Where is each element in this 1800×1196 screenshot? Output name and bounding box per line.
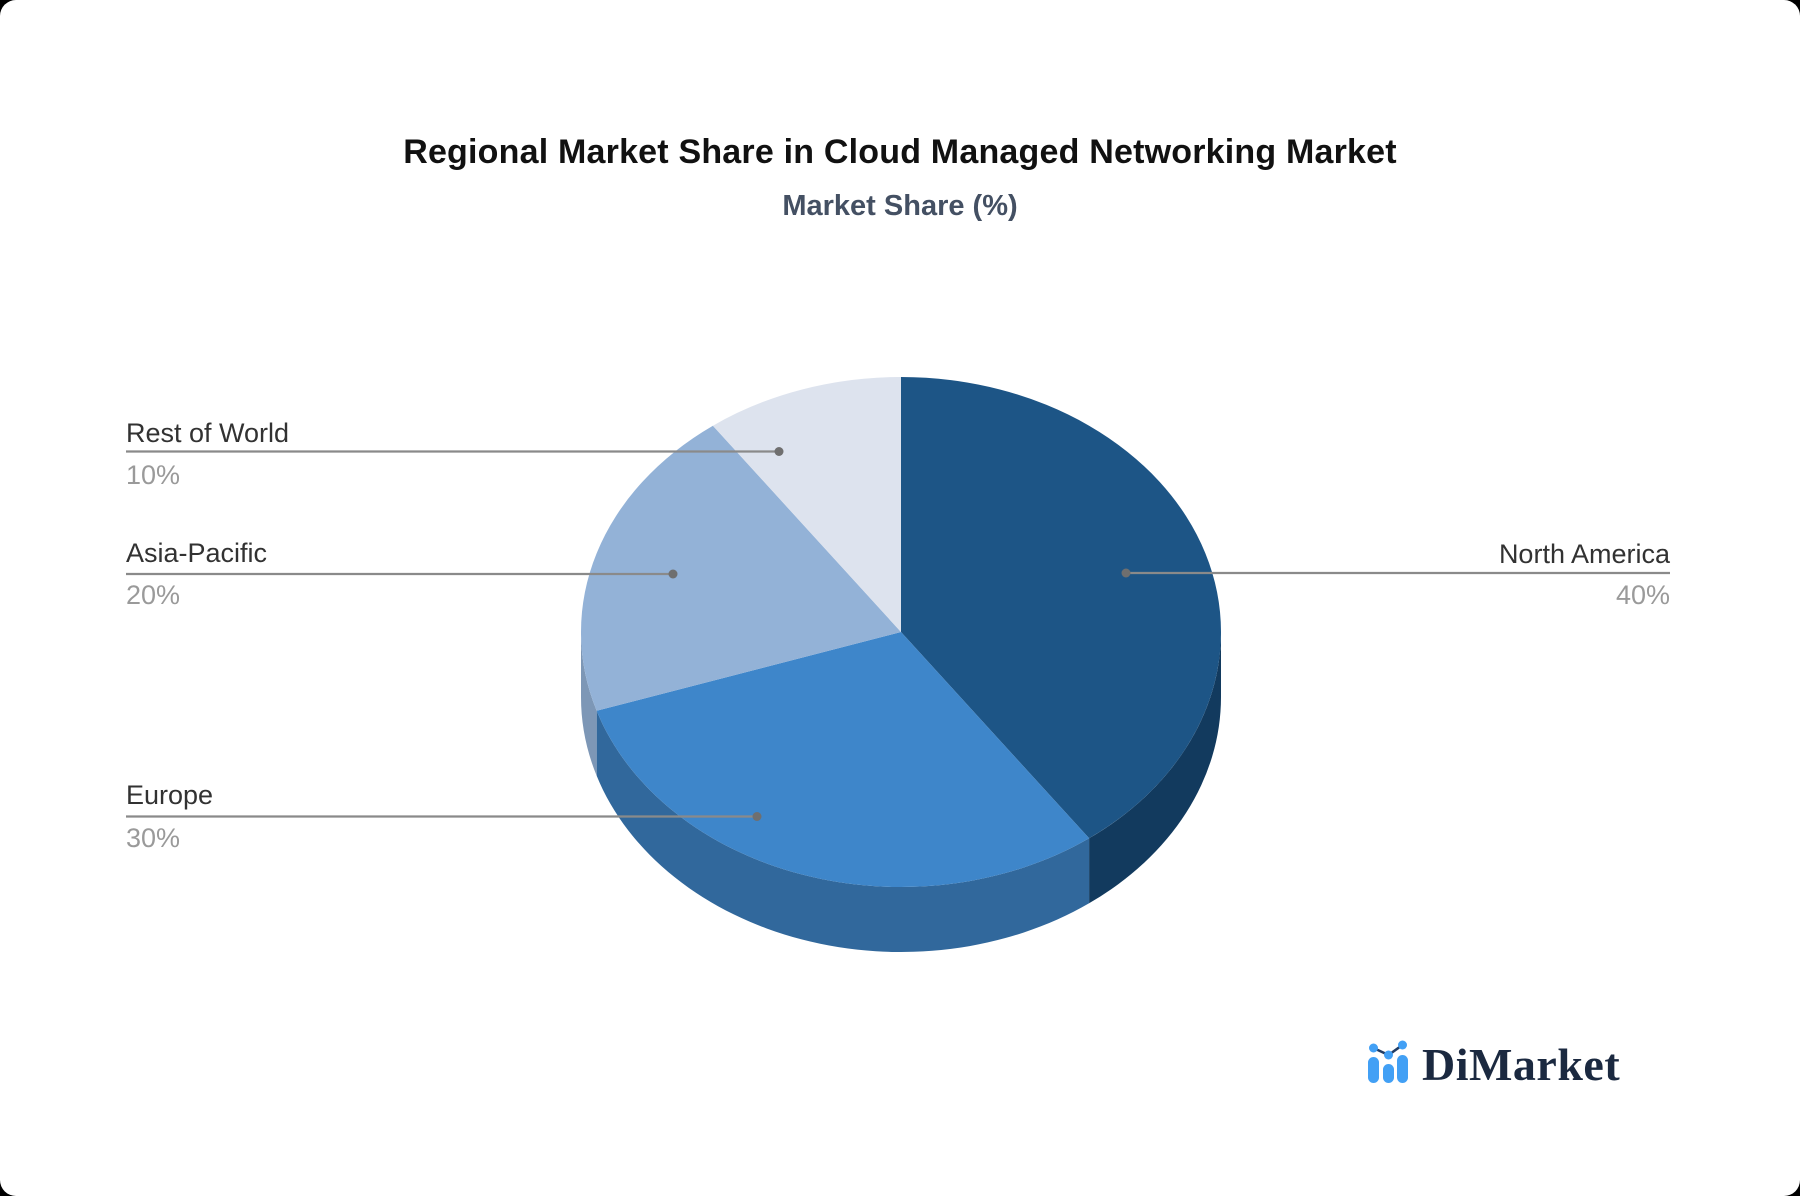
pie-slice-asia-pacific	[581, 425, 901, 711]
pie-slice-side	[581, 632, 597, 776]
slice-label-pct: 20%	[126, 580, 181, 610]
slice-label-name: Europe	[126, 780, 214, 810]
logo-text: DiMarket	[1422, 1039, 1621, 1090]
pie-slice-rest-of-world	[712, 377, 901, 632]
bar-chart-logo-icon	[1368, 1040, 1408, 1083]
slice-label-pct: 10%	[126, 460, 181, 490]
pie-slice-side	[596, 710, 1090, 953]
leader-dot	[1121, 568, 1131, 578]
chart-subtitle: Market Share (%)	[782, 190, 1018, 222]
leader-dot	[668, 569, 678, 579]
slice-label-europe: Europe	[126, 779, 213, 811]
slice-label-name: Rest of World	[126, 418, 290, 448]
pie-slice-side	[1089, 632, 1221, 904]
pie-slice-europe	[596, 632, 1090, 888]
slice-label-name: Asia-Pacific	[126, 538, 268, 568]
slice-label-pct: 40%	[1615, 580, 1670, 610]
slice-label-north-america: North America	[1499, 538, 1670, 570]
leader-dot	[774, 447, 784, 456]
slice-label-rest-of-world: Rest of World	[126, 417, 289, 449]
slice-pct-asia-pacific: 20%	[126, 579, 180, 611]
slice-label-name: North America	[1498, 539, 1670, 569]
chart-title: Regional Market Share in Cloud Managed N…	[403, 133, 1397, 171]
slice-label-pct: 30%	[126, 823, 181, 853]
slice-pct-europe: 30%	[126, 822, 180, 854]
leader-dot	[752, 812, 762, 821]
slice-pct-rest-of-world: 10%	[126, 459, 180, 491]
pie-slice-north-america	[901, 377, 1221, 839]
slice-pct-north-america: 40%	[1616, 579, 1670, 611]
dimarket-logo: DiMarket	[1364, 1038, 1620, 1092]
slice-label-asia-pacific: Asia-Pacific	[126, 537, 267, 569]
